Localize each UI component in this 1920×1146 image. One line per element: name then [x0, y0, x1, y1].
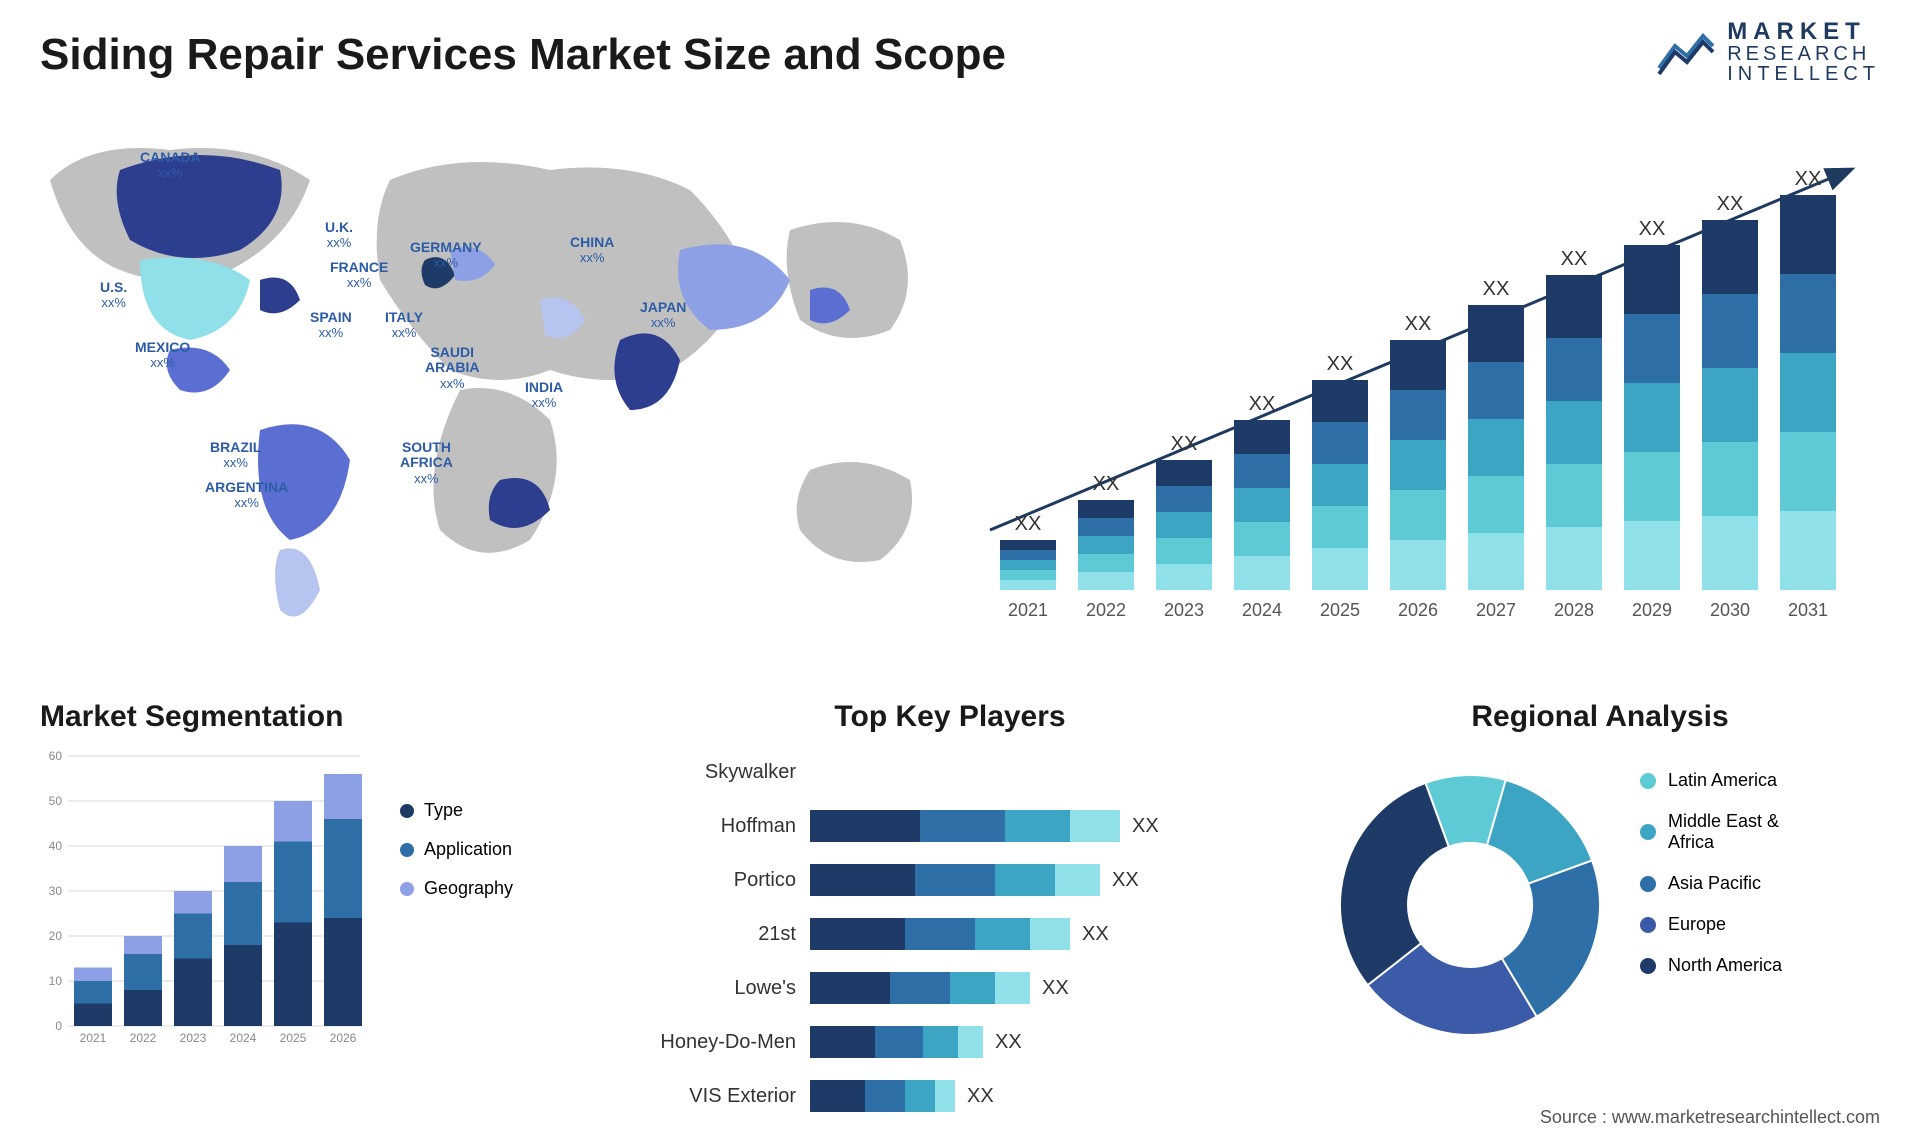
- svg-text:XX: XX: [1093, 473, 1120, 495]
- keyplayer-row: Lowe's XX: [620, 964, 1280, 1012]
- keyplayer-row: Hoffman XX: [620, 802, 1280, 850]
- keyplayer-value: XX: [995, 1031, 1022, 1054]
- brand-logo: MARKET RESEARCH INTELLECT: [1657, 20, 1880, 84]
- segmentation-legend: Type Application Geography: [400, 800, 513, 917]
- legend-item: North America: [1640, 955, 1782, 976]
- logo-line3: INTELLECT: [1727, 64, 1880, 84]
- keyplayer-label: Lowe's: [620, 977, 810, 1000]
- svg-text:XX: XX: [1327, 353, 1354, 375]
- map-label: MEXICOxx%: [135, 340, 190, 371]
- svg-text:0: 0: [55, 1019, 62, 1033]
- segmentation-section: Market Segmentation 01020304050602021202…: [40, 700, 570, 734]
- legend-item: Asia Pacific: [1640, 873, 1782, 894]
- svg-text:2022: 2022: [1086, 600, 1126, 620]
- svg-text:XX: XX: [1561, 248, 1588, 270]
- svg-text:10: 10: [49, 974, 63, 988]
- map-label: FRANCExx%: [330, 260, 388, 291]
- segmentation-chart: 0 10 20 30 40 50 60 2021 2022 2023 2024 2025 2026: [40, 750, 380, 1100]
- svg-text:XX: XX: [1171, 433, 1198, 455]
- map-label: GERMANYxx%: [410, 240, 482, 271]
- keyplayer-value: XX: [1042, 977, 1069, 1000]
- keyplayers-title: Top Key Players: [620, 700, 1280, 734]
- svg-text:30: 30: [49, 884, 63, 898]
- regional-section: Regional Analysis Latin AmericaMiddle Ea…: [1320, 700, 1880, 734]
- keyplayer-label: VIS Exterior: [620, 1085, 810, 1108]
- keyplayer-label: 21st: [620, 923, 810, 946]
- svg-text:XX: XX: [1795, 168, 1822, 190]
- map-label: SOUTHAFRICAxx%: [400, 440, 453, 486]
- keyplayer-value: XX: [1112, 869, 1139, 892]
- regional-donut: [1320, 755, 1620, 1055]
- keyplayer-label: Skywalker: [620, 761, 810, 784]
- legend-item: Type: [400, 800, 513, 821]
- map-label: CANADAxx%: [140, 150, 201, 181]
- logo-line2: RESEARCH: [1727, 44, 1880, 64]
- svg-text:2026: 2026: [330, 1031, 357, 1045]
- map-label: ARGENTINAxx%: [205, 480, 288, 511]
- svg-text:2024: 2024: [1242, 600, 1282, 620]
- world-map: CANADAxx% U.S.xx% MEXICOxx% BRAZILxx% ARGENT…: [30, 120, 950, 650]
- growth-bar-chart: XX 2021 XX 2022 XX 2023 XX 2024 XX 2025 XX 2026 XX 20…: [980, 150, 1880, 630]
- svg-text:XX: XX: [1249, 393, 1276, 415]
- legend-item: Geography: [400, 878, 513, 899]
- svg-text:2021: 2021: [1008, 600, 1048, 620]
- map-label: JAPANxx%: [640, 300, 686, 331]
- source-credit: Source : www.marketresearchintellect.com: [1540, 1107, 1880, 1128]
- svg-text:2030: 2030: [1710, 600, 1750, 620]
- keyplayer-label: Portico: [620, 869, 810, 892]
- svg-text:XX: XX: [1015, 513, 1042, 535]
- map-label: BRAZILxx%: [210, 440, 261, 471]
- keyplayer-value: XX: [967, 1085, 994, 1108]
- keyplayers-section: Top Key Players SkywalkerHoffmanXXPortic…: [620, 700, 1280, 1126]
- svg-text:50: 50: [49, 794, 63, 808]
- svg-text:20: 20: [49, 929, 63, 943]
- svg-text:XX: XX: [1483, 278, 1510, 300]
- svg-text:2028: 2028: [1554, 600, 1594, 620]
- svg-text:2025: 2025: [1320, 600, 1360, 620]
- svg-text:2031: 2031: [1788, 600, 1828, 620]
- segmentation-title: Market Segmentation: [40, 700, 570, 734]
- legend-item: Latin America: [1640, 770, 1782, 791]
- svg-text:XX: XX: [1405, 313, 1432, 335]
- map-label: ITALYxx%: [385, 310, 423, 341]
- svg-text:2026: 2026: [1398, 600, 1438, 620]
- map-label: U.S.xx%: [100, 280, 127, 311]
- keyplayer-row: Portico XX: [620, 856, 1280, 904]
- svg-text:2023: 2023: [180, 1031, 207, 1045]
- svg-text:2025: 2025: [280, 1031, 307, 1045]
- map-label: U.K.xx%: [325, 220, 353, 251]
- keyplayer-label: Honey-Do-Men: [620, 1031, 810, 1054]
- regional-legend: Latin America Middle East &Africa Asia Pac…: [1640, 770, 1782, 996]
- keyplayer-label: Hoffman: [620, 815, 810, 838]
- svg-text:2024: 2024: [230, 1031, 257, 1045]
- map-label: CHINAxx%: [570, 235, 614, 266]
- keyplayer-row: VIS Exterior XX: [620, 1072, 1280, 1120]
- logo-mark-icon: [1657, 28, 1715, 76]
- logo-line1: MARKET: [1727, 20, 1880, 44]
- legend-item: Application: [400, 839, 513, 860]
- page-title: Siding Repair Services Market Size and S…: [40, 30, 1006, 80]
- svg-text:2021: 2021: [80, 1031, 107, 1045]
- svg-text:XX: XX: [1717, 193, 1744, 215]
- svg-text:2029: 2029: [1632, 600, 1672, 620]
- keyplayer-row: Honey-Do-Men XX: [620, 1018, 1280, 1066]
- svg-text:2027: 2027: [1476, 600, 1516, 620]
- svg-text:2022: 2022: [130, 1031, 157, 1045]
- legend-item: Middle East &Africa: [1640, 811, 1782, 853]
- keyplayer-value: XX: [1132, 815, 1159, 838]
- keyplayer-row: 21st XX: [620, 910, 1280, 958]
- svg-text:2023: 2023: [1164, 600, 1204, 620]
- map-label: SAUDIARABIAxx%: [425, 345, 479, 391]
- keyplayer-value: XX: [1082, 923, 1109, 946]
- svg-text:40: 40: [49, 839, 63, 853]
- map-label: INDIAxx%: [525, 380, 563, 411]
- map-label: SPAINxx%: [310, 310, 352, 341]
- keyplayer-row: Skywalker: [620, 748, 1280, 796]
- svg-text:XX: XX: [1639, 218, 1666, 240]
- legend-item: Europe: [1640, 914, 1782, 935]
- regional-title: Regional Analysis: [1320, 700, 1880, 734]
- svg-text:60: 60: [49, 750, 63, 763]
